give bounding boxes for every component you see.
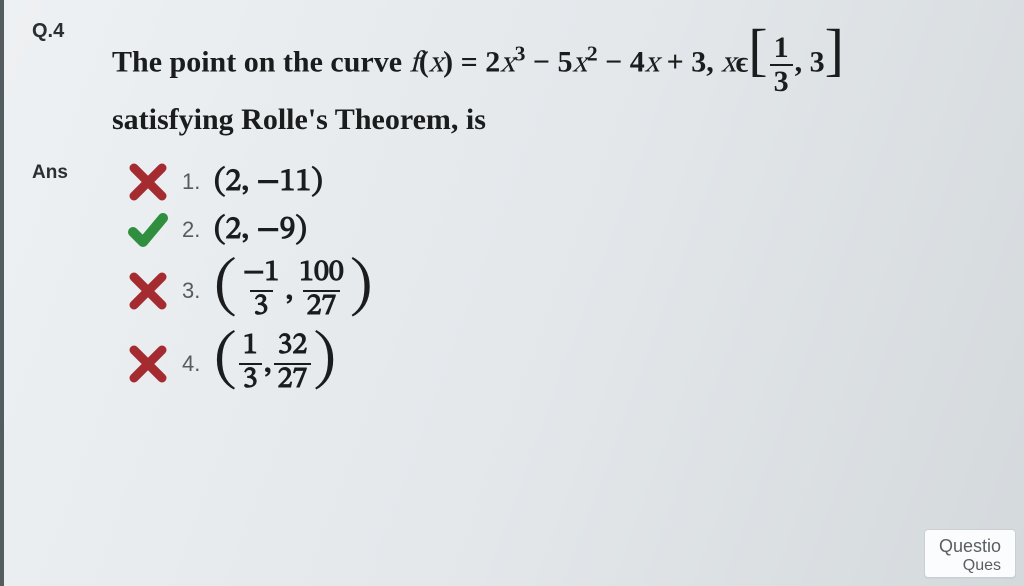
check-icon — [128, 210, 168, 250]
opt2-fracA-num: −1 — [239, 258, 283, 290]
question-label: Q.4 — [32, 20, 64, 43]
cross-icon — [128, 271, 168, 311]
option-row: 3. (−13, 10027) — [128, 258, 994, 323]
q-exp1: 3 — [515, 41, 526, 65]
q-rbracket: ] — [825, 17, 844, 82]
option-number: 1. — [182, 169, 200, 195]
q-line1-pre: The point on the curve — [112, 45, 410, 78]
opt3-fracB-den: 27 — [274, 363, 312, 397]
q-int-num: 1 — [770, 32, 793, 64]
option-number: 4. — [182, 351, 200, 377]
opt3-fracA-num: 1 — [239, 331, 262, 363]
opt2-fracB-den: 27 — [303, 290, 341, 324]
answer-label: Ans — [32, 162, 68, 184]
mark-wrong — [128, 162, 168, 202]
option-number: 2. — [182, 217, 200, 243]
opt2-fracA: −13 — [239, 258, 283, 323]
q-close-eq: ) = 2 — [443, 45, 500, 78]
lparen-icon: ( — [214, 269, 237, 307]
opt2-fracA-den: 3 — [250, 290, 273, 324]
option-row: 4. (13, 3227) — [128, 331, 994, 396]
watermark-line2: Ques — [939, 557, 1001, 575]
option-value: (13, 3227) — [214, 331, 336, 396]
q-m2: − 4 — [598, 45, 645, 78]
q-lbracket: [ — [748, 17, 767, 82]
q-int-sep: , 3 — [795, 45, 825, 78]
option-row: 1. (2, −11) — [128, 162, 994, 202]
q-int-den: 3 — [770, 64, 793, 98]
watermark-box: Questio Ques — [924, 529, 1016, 578]
option-number: 3. — [182, 278, 200, 304]
comma: , — [285, 271, 293, 311]
q-x1: x — [500, 49, 514, 79]
opt3-fracB-num: 32 — [274, 331, 312, 363]
opt3-fracB: 3227 — [274, 331, 312, 396]
page-root: Q.4 The point on the curve f(x) = 2x3 − … — [0, 0, 1024, 586]
rparen-icon: ) — [350, 269, 373, 307]
q-x0: x — [429, 49, 443, 79]
q-int-frac: 13 — [770, 32, 793, 97]
cross-icon — [128, 344, 168, 384]
option-row: 2. (2, −9) — [128, 210, 994, 250]
q-line2: satisfying Rolle's Theorem, is — [112, 103, 486, 136]
question-text: The point on the curve f(x) = 2x3 − 5x2 … — [112, 32, 992, 142]
q-f: f — [410, 49, 419, 79]
cross-icon — [128, 162, 168, 202]
opt3-fracA: 13 — [239, 331, 262, 396]
option-value: (2, −11) — [214, 162, 323, 202]
comma: , — [264, 344, 272, 384]
opt2-fracB-num: 100 — [295, 258, 348, 290]
q-open: ( — [419, 45, 429, 78]
option-value: (2, −9) — [214, 210, 307, 250]
mark-correct — [128, 210, 168, 250]
q-x3: x — [645, 49, 659, 79]
q-exp2: 2 — [587, 41, 598, 65]
mark-wrong — [128, 271, 168, 311]
q-m3: + 3, — [659, 45, 721, 78]
lparen-icon: ( — [214, 342, 237, 380]
opt3-fracA-den: 3 — [239, 363, 262, 397]
watermark-line1: Questio — [939, 536, 1001, 557]
q-dom-x: x — [721, 49, 735, 79]
option-value: (−13, 10027) — [214, 258, 373, 323]
rparen-icon: ) — [313, 342, 336, 380]
q-x2: x — [572, 49, 586, 79]
q-dom-in: ϵ — [736, 45, 749, 78]
q-m1: − 5 — [525, 45, 572, 78]
answer-list: 1.(2, −11)2.(2, −9)3.(−13, 10027)4.(13, … — [128, 162, 994, 396]
mark-wrong — [128, 344, 168, 384]
opt2-fracB: 10027 — [295, 258, 348, 323]
